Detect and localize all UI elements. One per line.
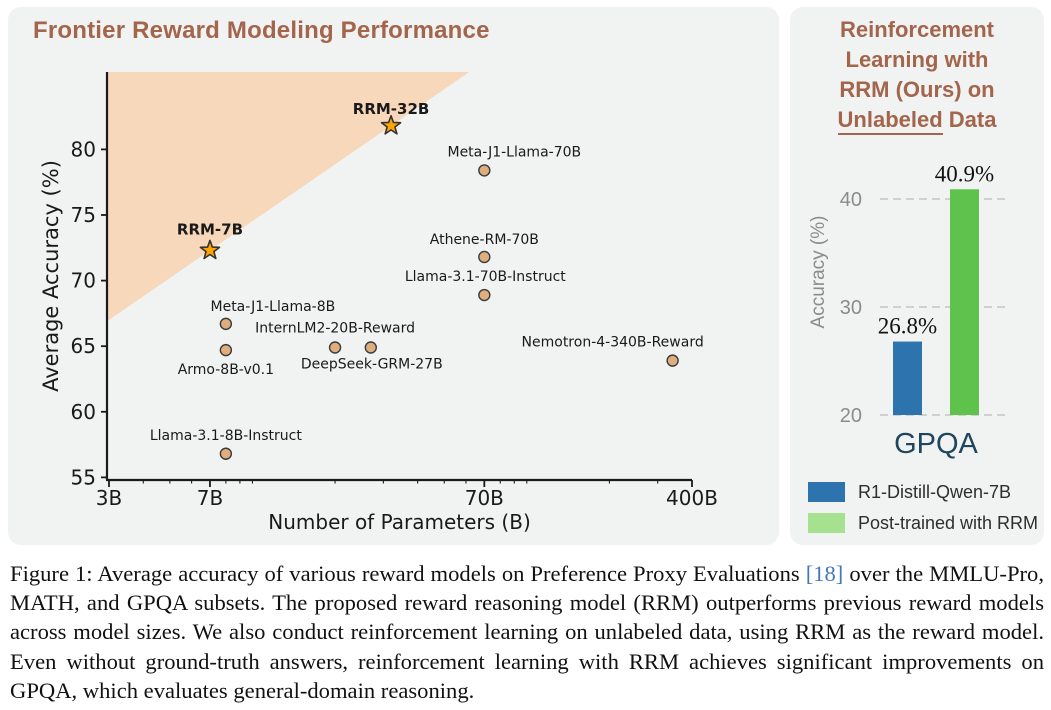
- y-axis-label: Average Accuracy (%): [39, 160, 63, 392]
- bar: [893, 341, 922, 415]
- scatter-point-star: [199, 239, 221, 260]
- scatter-point-label: DeepSeek-GRM-27B: [301, 356, 443, 372]
- caption-suffix: over the MMLU-Pro, MATH, and GPQA subset…: [10, 561, 1044, 703]
- y-tick-label: 55: [71, 465, 96, 489]
- caption-prefix: Figure 1: Average accuracy of various re…: [10, 561, 806, 586]
- x-tick-label: 400B: [666, 486, 718, 510]
- bar-title-line4-rest: Data: [942, 107, 997, 132]
- y-tick-label: 75: [71, 203, 96, 227]
- scatter-point-label: Meta-J1-Llama-8B: [211, 299, 336, 315]
- x-tick-label: 3B: [96, 486, 122, 510]
- scatter-point-star: [380, 114, 402, 135]
- citation-ref[interactable]: [18]: [805, 561, 844, 586]
- bar-y-axis-label: Accuracy (%): [808, 216, 829, 329]
- x-axis-label: Number of Parameters (B): [268, 510, 531, 534]
- y-tick-label: 60: [71, 400, 96, 424]
- bar: [950, 189, 979, 415]
- y-tick-label: 80: [71, 137, 96, 161]
- bar-panel: 20 30 40 Accuracy (%) 26.8% 40.9% GPQA R1-Disti…: [790, 7, 1044, 545]
- bar-panel-title: Reinforcement Learning with RRM (Ours) o…: [790, 15, 1044, 135]
- scatter-point-label: Meta-J1-Llama-70B: [447, 144, 581, 160]
- bar-chart: 20 30 40 Accuracy (%) 26.8% 40.9% GPQA R1-Disti…: [808, 161, 1038, 533]
- bar-y-tick-label: 30: [840, 297, 862, 319]
- bar-value-label: 26.8%: [878, 314, 937, 339]
- legend-label: Post-trained with RRM: [858, 513, 1038, 533]
- scatter-panel: 55 60 65 70 75 80 3B 7B 70B 400B Number of Paramet…: [8, 7, 779, 545]
- bar-title-line1: Reinforcement: [839, 17, 995, 42]
- legend-label: R1-Distill-Qwen-7B: [858, 482, 1011, 502]
- scatter-point: [478, 164, 491, 177]
- scatter-point: [219, 343, 233, 357]
- scatter-point-label: Nemotron-4-340B-Reward: [522, 335, 704, 351]
- scatter-point: [478, 250, 491, 264]
- bar-title-line3: RRM (Ours) on: [839, 77, 995, 102]
- scatter-chart: 55 60 65 70 75 80 3B 7B 70B 400B Number of Paramet…: [39, 72, 718, 534]
- legend-swatch: [808, 482, 845, 502]
- scatter-point-label: Athene-RM-70B: [430, 232, 539, 248]
- bar-value-label: 40.9%: [935, 161, 994, 186]
- scatter-title: Frontier Reward Modeling Performance: [33, 17, 490, 44]
- scatter-point: [328, 341, 342, 354]
- scatter-point: [364, 341, 378, 354]
- y-tick-label: 70: [71, 269, 96, 293]
- bar-category-label: GPQA: [894, 428, 978, 460]
- scatter-point-label: InternLM2-20B-Reward: [255, 320, 415, 336]
- x-tick-label: 7B: [197, 486, 223, 510]
- scatter-point-label: Llama-3.1-8B-Instruct: [150, 428, 303, 444]
- bar-y-tick-label: 40: [840, 189, 862, 211]
- scatter-point: [219, 447, 233, 460]
- scatter-point: [219, 317, 233, 331]
- bar-title-line2: Learning with: [845, 47, 989, 72]
- scatter-point-label: Armo-8B-v0.1: [178, 362, 274, 378]
- bar-y-tick-label: 20: [840, 405, 862, 427]
- scatter-point-label: RRM-7B: [177, 220, 243, 238]
- scatter-point-label: RRM-32B: [353, 100, 430, 118]
- scatter-point-label: Llama-3.1-70B-Instruct: [405, 269, 566, 285]
- figure-caption: Figure 1: Average accuracy of various re…: [10, 559, 1044, 705]
- y-tick-label: 65: [71, 334, 96, 358]
- scatter-point: [666, 354, 679, 367]
- bar-title-underlined-word: Unlabeled: [837, 107, 943, 135]
- scatter-point: [478, 288, 491, 302]
- x-tick-label: 70B: [465, 486, 504, 510]
- legend-swatch: [808, 513, 845, 533]
